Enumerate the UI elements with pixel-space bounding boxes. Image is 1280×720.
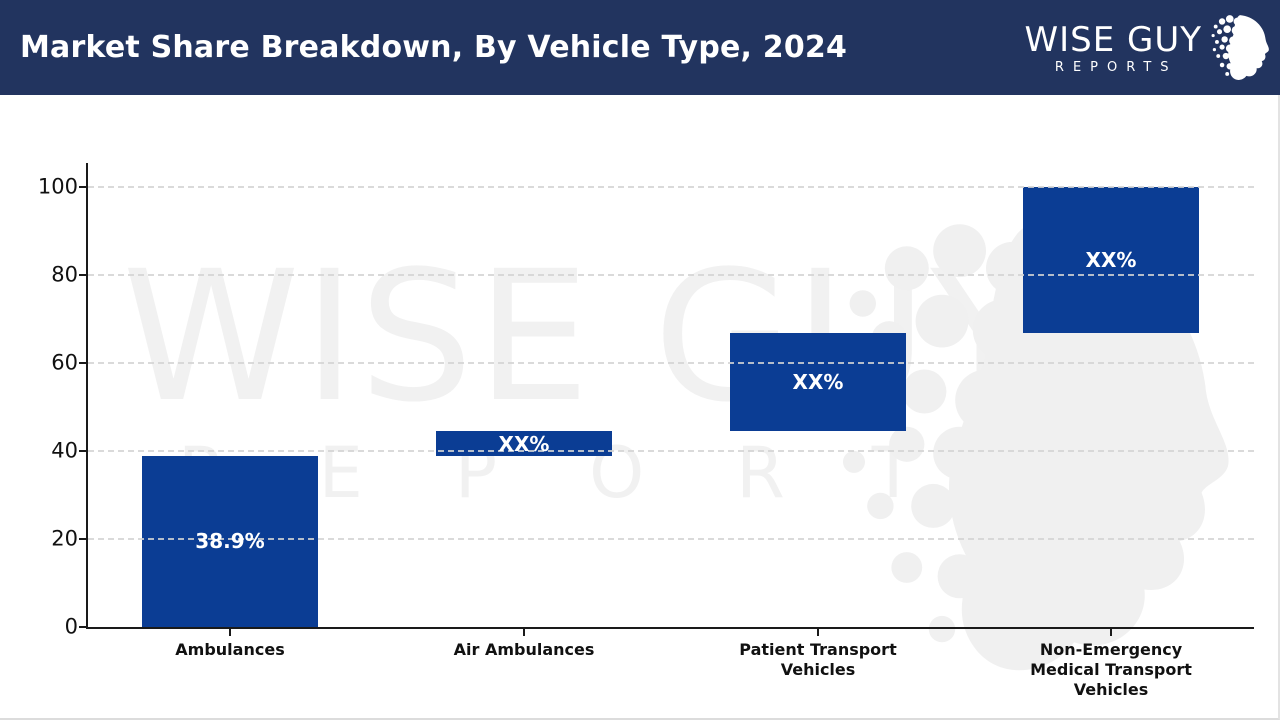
gridline	[88, 538, 1254, 540]
bar-value-label: XX%	[498, 431, 550, 456]
x-tick-mark	[229, 629, 231, 636]
y-tick-label: 0	[64, 614, 78, 639]
brand-logo-text: WISE GUY REPORTS	[1024, 19, 1202, 76]
x-tick-mark	[523, 629, 525, 636]
y-axis-spine	[86, 163, 88, 629]
chart-title: Market Share Breakdown, By Vehicle Type,…	[20, 30, 848, 65]
x-tick-label: Ambulances	[175, 640, 285, 659]
bar-segment	[1023, 187, 1199, 333]
y-tick-label: 40	[51, 438, 78, 463]
y-tick-mark	[79, 274, 88, 276]
y-tick-label: 80	[51, 262, 78, 287]
header-band: Market Share Breakdown, By Vehicle Type,…	[0, 0, 1280, 95]
brand-subtitle: REPORTS	[1054, 60, 1178, 76]
y-tick-mark	[79, 538, 88, 540]
x-tick-label: Non-Emergency Medical Transport Vehicles	[1030, 640, 1192, 699]
y-tick-label: 60	[51, 350, 78, 375]
y-tick-label: 20	[51, 526, 78, 551]
y-tick-mark	[79, 450, 88, 452]
gridline	[88, 274, 1254, 276]
brand-name: WISE GUY	[1024, 19, 1202, 60]
x-axis-spine	[86, 627, 1254, 629]
y-tick-label: 100	[37, 174, 78, 199]
x-tick-mark	[817, 629, 819, 636]
brand-logo: WISE GUY REPORTS	[1024, 10, 1272, 88]
y-tick-mark	[79, 362, 88, 364]
bar-segment	[730, 332, 906, 432]
y-tick-mark	[79, 186, 88, 188]
bar-value-label: XX%	[1085, 247, 1137, 272]
dotted-head-icon	[1208, 13, 1272, 85]
bar-value-label: XX%	[792, 369, 844, 394]
gridline	[88, 450, 1254, 452]
gridline	[88, 362, 1254, 364]
x-tick-label: Patient Transport Vehicles	[739, 640, 897, 679]
x-tick-label: Air Ambulances	[453, 640, 595, 659]
bar-value-label: 38.9%	[195, 529, 265, 554]
y-tick-mark	[79, 626, 88, 628]
x-tick-mark	[1110, 629, 1112, 636]
bar-segment	[142, 455, 318, 627]
gridline	[88, 186, 1254, 188]
